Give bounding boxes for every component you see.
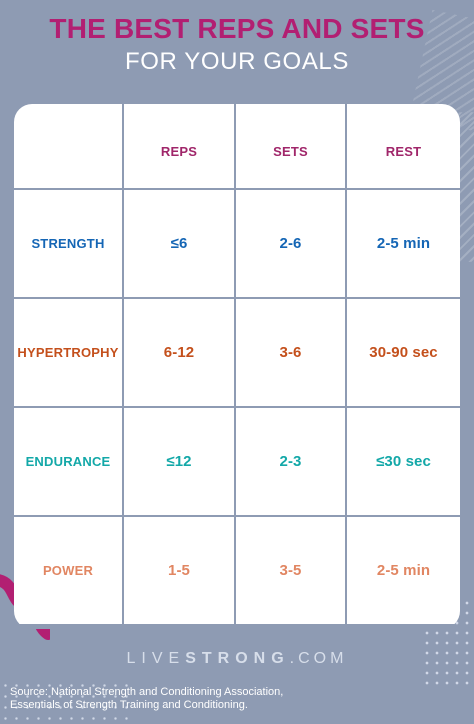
header-sets: SETS [236, 104, 345, 188]
endurance-sets: 2-3 [236, 408, 345, 515]
row-label-strength: STRENGTH [14, 190, 122, 297]
row-label-endurance: ENDURANCE [14, 408, 122, 515]
page-subtitle: FOR YOUR GOALS [124, 48, 349, 75]
row-label-hypertrophy: HYPERTROPHY [14, 299, 122, 406]
strength-sets: 2-6 [236, 190, 345, 297]
hypertrophy-reps: 6-12 [124, 299, 234, 406]
power-rest: 2-5 min [347, 517, 460, 624]
brand-logo-right: .COM [289, 650, 348, 667]
endurance-reps: ≤12 [124, 408, 234, 515]
power-reps: 1-5 [124, 517, 234, 624]
strength-reps: ≤6 [124, 190, 234, 297]
header-rest: REST [347, 104, 460, 188]
brand-logo: LIVESTRONG.COM [0, 649, 474, 669]
strength-rest: 2-5 min [347, 190, 460, 297]
hypertrophy-sets: 3-6 [236, 299, 345, 406]
dot-pattern-decoration [0, 680, 130, 724]
table-grid: REPS SETS REST STRENGTH ≤6 2-6 2-5 min H… [14, 104, 460, 629]
hypertrophy-rest: 30-90 sec [347, 299, 460, 406]
source-line-2: Essentials of Strength Training and Cond… [10, 699, 248, 711]
brand-logo-left: LIVE [126, 650, 186, 667]
table-corner-cell [14, 104, 122, 188]
reps-sets-table: REPS SETS REST STRENGTH ≤6 2-6 2-5 min H… [14, 104, 460, 629]
page-title: THE BEST REPS AND SETS [49, 13, 425, 44]
row-label-power: POWER [14, 517, 122, 624]
endurance-rest: ≤30 sec [347, 408, 460, 515]
power-sets: 3-5 [236, 517, 345, 624]
brand-logo-middle: STRONG [185, 650, 290, 667]
source-line-1: Source: National Strength and Conditioni… [10, 686, 284, 698]
header-reps: REPS [124, 104, 234, 188]
title-block: THE BEST REPS AND SETS FOR YOUR GOALS [0, 12, 474, 76]
source-note: Source: National Strength and Conditioni… [10, 686, 350, 712]
